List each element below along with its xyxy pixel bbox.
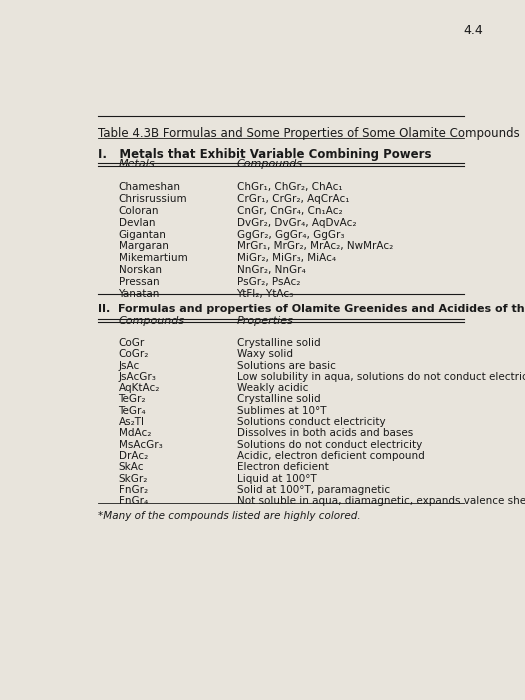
Text: TeGr₄: TeGr₄ xyxy=(119,406,146,416)
Text: JsAcGr₃: JsAcGr₃ xyxy=(119,372,156,382)
Text: ChGr₁, ChGr₂, ChAc₁: ChGr₁, ChGr₂, ChAc₁ xyxy=(236,182,342,192)
Text: DrAc₂: DrAc₂ xyxy=(119,451,148,461)
Text: CrGr₁, CrGr₂, AqCrAc₁: CrGr₁, CrGr₂, AqCrAc₁ xyxy=(236,194,349,204)
Text: Solutions are basic: Solutions are basic xyxy=(236,360,335,370)
Text: JsAc: JsAc xyxy=(119,360,140,370)
Text: MdAc₂: MdAc₂ xyxy=(119,428,151,438)
Text: I.   Metals that Exhibit Variable Combining Powers: I. Metals that Exhibit Variable Combinin… xyxy=(98,148,432,160)
Text: MsAcGr₃: MsAcGr₃ xyxy=(119,440,162,449)
Text: As₂Tl: As₂Tl xyxy=(119,417,144,427)
Text: Gigantan: Gigantan xyxy=(119,230,166,239)
Text: Solid at 100°T, paramagnetic: Solid at 100°T, paramagnetic xyxy=(236,485,390,495)
Text: AqKtAc₂: AqKtAc₂ xyxy=(119,383,160,393)
Text: FnGr₂: FnGr₂ xyxy=(119,485,148,495)
Text: SkGr₂: SkGr₂ xyxy=(119,474,148,484)
Text: Chrisrussium: Chrisrussium xyxy=(119,194,187,204)
Text: Waxy solid: Waxy solid xyxy=(236,349,292,359)
Text: GgGr₂, GgGr₄, GgGr₃: GgGr₂, GgGr₄, GgGr₃ xyxy=(236,230,344,239)
Text: Crystalline solid: Crystalline solid xyxy=(236,338,320,348)
Text: PsGr₂, PsAc₂: PsGr₂, PsAc₂ xyxy=(236,277,300,287)
Text: Mikemartium: Mikemartium xyxy=(119,253,187,263)
Text: SkAc: SkAc xyxy=(119,463,144,473)
Text: CoGr: CoGr xyxy=(119,338,145,348)
Text: YtFl₂, YtAc₃: YtFl₂, YtAc₃ xyxy=(236,289,294,299)
Text: Norskan: Norskan xyxy=(119,265,162,275)
Text: Solutions do not conduct electricity: Solutions do not conduct electricity xyxy=(236,440,422,449)
Text: Compounds: Compounds xyxy=(236,160,302,169)
Text: Yanatan: Yanatan xyxy=(119,289,160,299)
Text: Properties: Properties xyxy=(236,316,293,326)
Text: MiGr₂, MiGr₃, MiAc₄: MiGr₂, MiGr₃, MiAc₄ xyxy=(236,253,335,263)
Text: Margaran: Margaran xyxy=(119,241,169,251)
Text: CoGr₂: CoGr₂ xyxy=(119,349,149,359)
Text: II.  Formulas and properties of Olamite Greenides and Acidides of the semimetals: II. Formulas and properties of Olamite G… xyxy=(98,304,525,314)
Text: Solutions conduct electricity: Solutions conduct electricity xyxy=(236,417,385,427)
Text: Electron deficient: Electron deficient xyxy=(236,463,328,473)
Text: Devlan: Devlan xyxy=(119,218,155,228)
Text: Table 4.3B Formulas and Some Properties of Some Olamite Compounds: Table 4.3B Formulas and Some Properties … xyxy=(98,127,520,140)
Text: Compounds: Compounds xyxy=(119,316,185,326)
Text: CnGr, CnGr₄, Cn₁Ac₂: CnGr, CnGr₄, Cn₁Ac₂ xyxy=(236,206,342,216)
Text: Coloran: Coloran xyxy=(119,206,159,216)
Text: Pressan: Pressan xyxy=(119,277,159,287)
Text: Low solubility in aqua, solutions do not conduct electricity: Low solubility in aqua, solutions do not… xyxy=(236,372,525,382)
Text: FnGr₄: FnGr₄ xyxy=(119,496,148,506)
Text: *Many of the compounds listed are highly colored.: *Many of the compounds listed are highly… xyxy=(98,512,361,522)
Text: NnGr₂, NnGr₄: NnGr₂, NnGr₄ xyxy=(236,265,305,275)
Text: Not soluble in aqua, diamagnetic, expands valence shell: Not soluble in aqua, diamagnetic, expand… xyxy=(236,496,525,506)
Text: 4.4: 4.4 xyxy=(463,25,483,38)
Text: Chameshan: Chameshan xyxy=(119,182,181,192)
Text: Dissolves in both acids and bases: Dissolves in both acids and bases xyxy=(236,428,413,438)
Text: TeGr₂: TeGr₂ xyxy=(119,395,146,405)
Text: DvGr₂, DvGr₄, AqDvAc₂: DvGr₂, DvGr₄, AqDvAc₂ xyxy=(236,218,356,228)
Text: Metals: Metals xyxy=(119,160,155,169)
Text: Acidic, electron deficient compound: Acidic, electron deficient compound xyxy=(236,451,424,461)
Text: Liquid at 100°T: Liquid at 100°T xyxy=(236,474,316,484)
Text: MrGr₁, MrGr₂, MrAc₂, NwMrAc₂: MrGr₁, MrGr₂, MrAc₂, NwMrAc₂ xyxy=(236,241,393,251)
Text: Crystalline solid: Crystalline solid xyxy=(236,395,320,405)
Text: Sublimes at 10°T: Sublimes at 10°T xyxy=(236,406,326,416)
Text: Weakly acidic: Weakly acidic xyxy=(236,383,308,393)
